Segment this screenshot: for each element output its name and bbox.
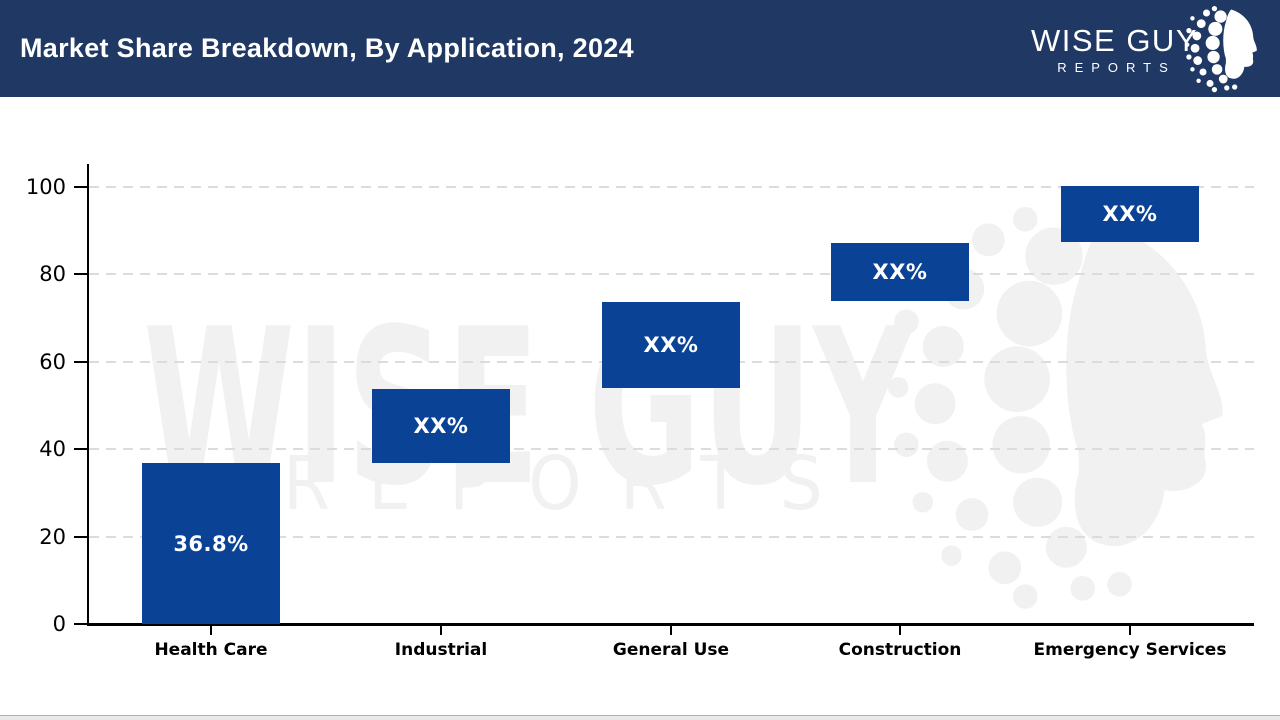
- bar-value-label: XX%: [1102, 201, 1158, 226]
- bar-emergency-services: XX%: [1061, 185, 1199, 243]
- x-axis-tick: [1129, 626, 1131, 635]
- logo-subtitle: REPORTS: [1057, 59, 1176, 75]
- x-axis-category-label: Industrial: [394, 640, 488, 660]
- watermark-head-icon: [887, 207, 1223, 609]
- bar-value-label: 36.8%: [173, 531, 249, 556]
- chart-plot-area: WISE GUY REPORTS 0 20 40 60 80 100 36.8% Health…: [0, 97, 1280, 715]
- gridline-y-20: [89, 535, 1254, 538]
- footer-strip: [0, 715, 1280, 720]
- y-axis-tick: [74, 535, 88, 538]
- y-axis-tick-label: 20: [39, 524, 66, 549]
- y-axis-tick: [74, 448, 88, 451]
- bar-value-label: XX%: [643, 333, 699, 358]
- x-axis-category-label: Health Care: [154, 640, 268, 660]
- y-axis-tick-label: 0: [52, 612, 66, 636]
- logo-wordmark: WISE GUY: [1030, 23, 1198, 59]
- wiseguy-logo-text: WISE GUY REPORTS: [1031, 25, 1198, 75]
- gridline-y-40: [89, 448, 1254, 451]
- x-axis-tick: [899, 626, 901, 635]
- y-axis-tick: [74, 623, 88, 625]
- x-axis-line: [87, 623, 1254, 626]
- y-axis-tick-label: 80: [39, 262, 66, 287]
- wiseguy-head-icon: [1184, 6, 1257, 93]
- bar-value-label: XX%: [872, 260, 928, 285]
- x-axis-category-label: Emergency Services: [1033, 640, 1227, 660]
- header-bar: Market Share Breakdown, By Application, …: [0, 0, 1280, 97]
- bar-construction: XX%: [831, 243, 969, 302]
- y-axis-tick: [74, 360, 88, 363]
- wiseguy-logo: WISE GUY REPORTS: [1031, 6, 1266, 94]
- watermark-subtitle: REPORTS: [283, 441, 861, 527]
- gridline-y-100: [89, 186, 1254, 188]
- bar-health-care: 36.8%: [142, 463, 280, 624]
- bar-general-use: XX%: [602, 302, 740, 389]
- y-axis-tick: [74, 273, 88, 276]
- y-axis-tick-label: 100: [25, 175, 66, 199]
- bar-industrial: XX%: [372, 388, 510, 463]
- y-axis-line: [87, 164, 89, 624]
- gridline-y-80: [89, 273, 1254, 276]
- x-axis-category-label: General Use: [612, 640, 730, 660]
- y-axis-tick-label: 40: [39, 437, 66, 462]
- x-axis-category-label: Construction: [838, 640, 962, 660]
- page-title: Market Share Breakdown, By Application, …: [20, 33, 634, 63]
- x-axis-tick: [210, 626, 212, 635]
- y-axis-tick-label: 60: [39, 349, 66, 374]
- x-axis-tick: [670, 626, 672, 635]
- bar-value-label: XX%: [413, 413, 469, 438]
- x-axis-tick: [440, 626, 442, 635]
- y-axis-tick: [74, 186, 88, 188]
